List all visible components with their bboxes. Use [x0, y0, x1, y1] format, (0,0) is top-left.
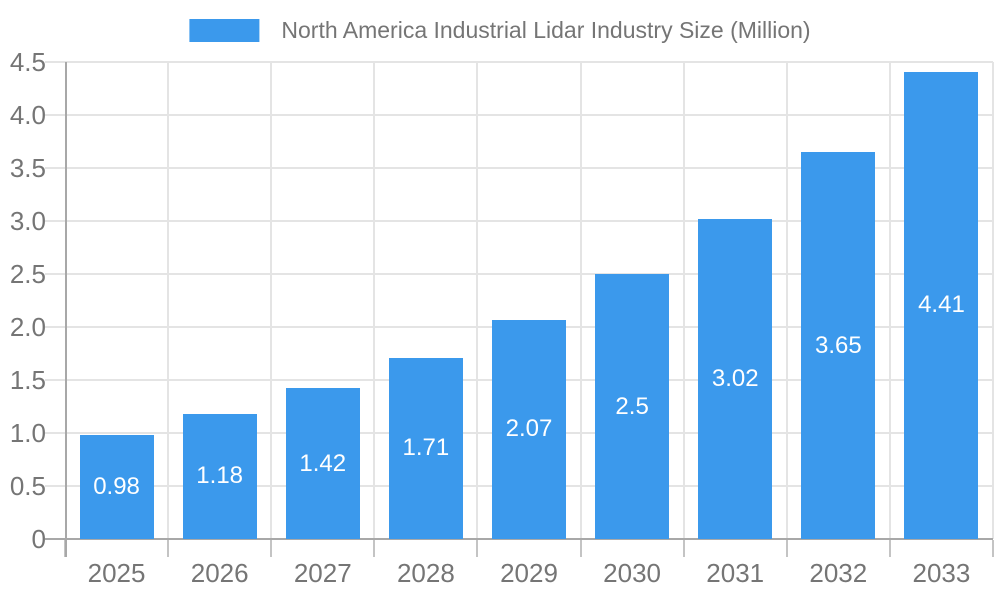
- y-gridline: [45, 114, 993, 116]
- legend-swatch-icon: [189, 19, 260, 42]
- x-axis-tick: [888, 540, 891, 557]
- y-axis-line: [65, 62, 67, 557]
- bar-2027: 1.42: [285, 388, 360, 539]
- x-gridline: [579, 62, 582, 539]
- x-tick-label: 2032: [809, 557, 868, 588]
- x-gridline: [167, 62, 170, 539]
- x-tick-label: 2029: [500, 557, 558, 588]
- y-tick-label: 0.5: [9, 471, 46, 501]
- x-tick-label: 2031: [706, 557, 765, 588]
- x-tick-label: 2026: [190, 557, 249, 588]
- bar-2031: 3.02: [698, 218, 773, 539]
- y-gridline: [45, 61, 993, 63]
- x-axis-tick: [785, 540, 788, 557]
- x-gridline: [270, 62, 273, 539]
- bar-2032: 3.65: [801, 152, 876, 539]
- bar-2028: 1.71: [388, 357, 463, 539]
- y-tick-label: 3.5: [9, 153, 46, 183]
- x-gridline: [476, 62, 479, 539]
- x-tick-label: 2027: [293, 557, 352, 588]
- y-tick-label: 4.5: [9, 47, 46, 77]
- x-tick-label: 2028: [396, 557, 455, 588]
- bar-value-label: 2.5: [615, 392, 649, 420]
- y-tick-label: 0: [31, 524, 46, 554]
- bar-value-label: 0.98: [93, 473, 140, 501]
- x-axis-tick: [167, 540, 170, 557]
- x-gridline: [992, 62, 994, 539]
- x-axis-tick: [270, 540, 273, 557]
- x-tick-label: 2033: [912, 557, 971, 588]
- x-axis-line: [45, 538, 993, 540]
- y-tick-label: 1.0: [9, 418, 46, 448]
- bar-value-label: 1.71: [402, 434, 450, 462]
- y-gridline: [45, 167, 993, 169]
- y-tick-label: 4.0: [9, 100, 46, 130]
- x-gridline: [373, 62, 376, 539]
- x-axis-tick: [579, 540, 582, 557]
- legend-label: North America Industrial Lidar Industry …: [281, 17, 811, 43]
- bar-value-label: 3.02: [711, 364, 759, 392]
- bar-value-label: 4.41: [918, 291, 965, 319]
- bar-value-label: 2.07: [505, 415, 553, 443]
- bar-2030: 2.5: [595, 274, 670, 539]
- bar-value-label: 1.42: [299, 449, 347, 477]
- y-tick-label: 2.0: [9, 312, 46, 342]
- y-gridline: [45, 273, 993, 275]
- x-tick-label: 2025: [87, 557, 146, 588]
- x-axis-tick: [373, 540, 376, 557]
- bar-value-label: 3.65: [814, 331, 862, 359]
- y-tick-label: 2.5: [9, 259, 46, 289]
- x-gridline: [785, 62, 788, 539]
- x-gridline: [682, 62, 685, 539]
- bar-2026: 1.18: [182, 413, 257, 539]
- x-axis-tick: [682, 540, 685, 557]
- x-axis-tick: [992, 540, 994, 557]
- y-gridline: [45, 220, 993, 222]
- y-tick-label: 1.5: [9, 365, 46, 395]
- x-tick-label: 2030: [603, 557, 662, 588]
- bar-value-label: 1.18: [196, 462, 244, 490]
- bar-2029: 2.07: [492, 319, 566, 539]
- x-gridline: [888, 62, 891, 539]
- legend-item[interactable]: North America Industrial Lidar Industry …: [189, 17, 811, 44]
- x-axis-tick: [476, 540, 479, 557]
- bar-2033: 4.41: [904, 71, 979, 539]
- y-tick-label: 3.0: [9, 206, 46, 236]
- bar-2025: 0.98: [79, 435, 154, 539]
